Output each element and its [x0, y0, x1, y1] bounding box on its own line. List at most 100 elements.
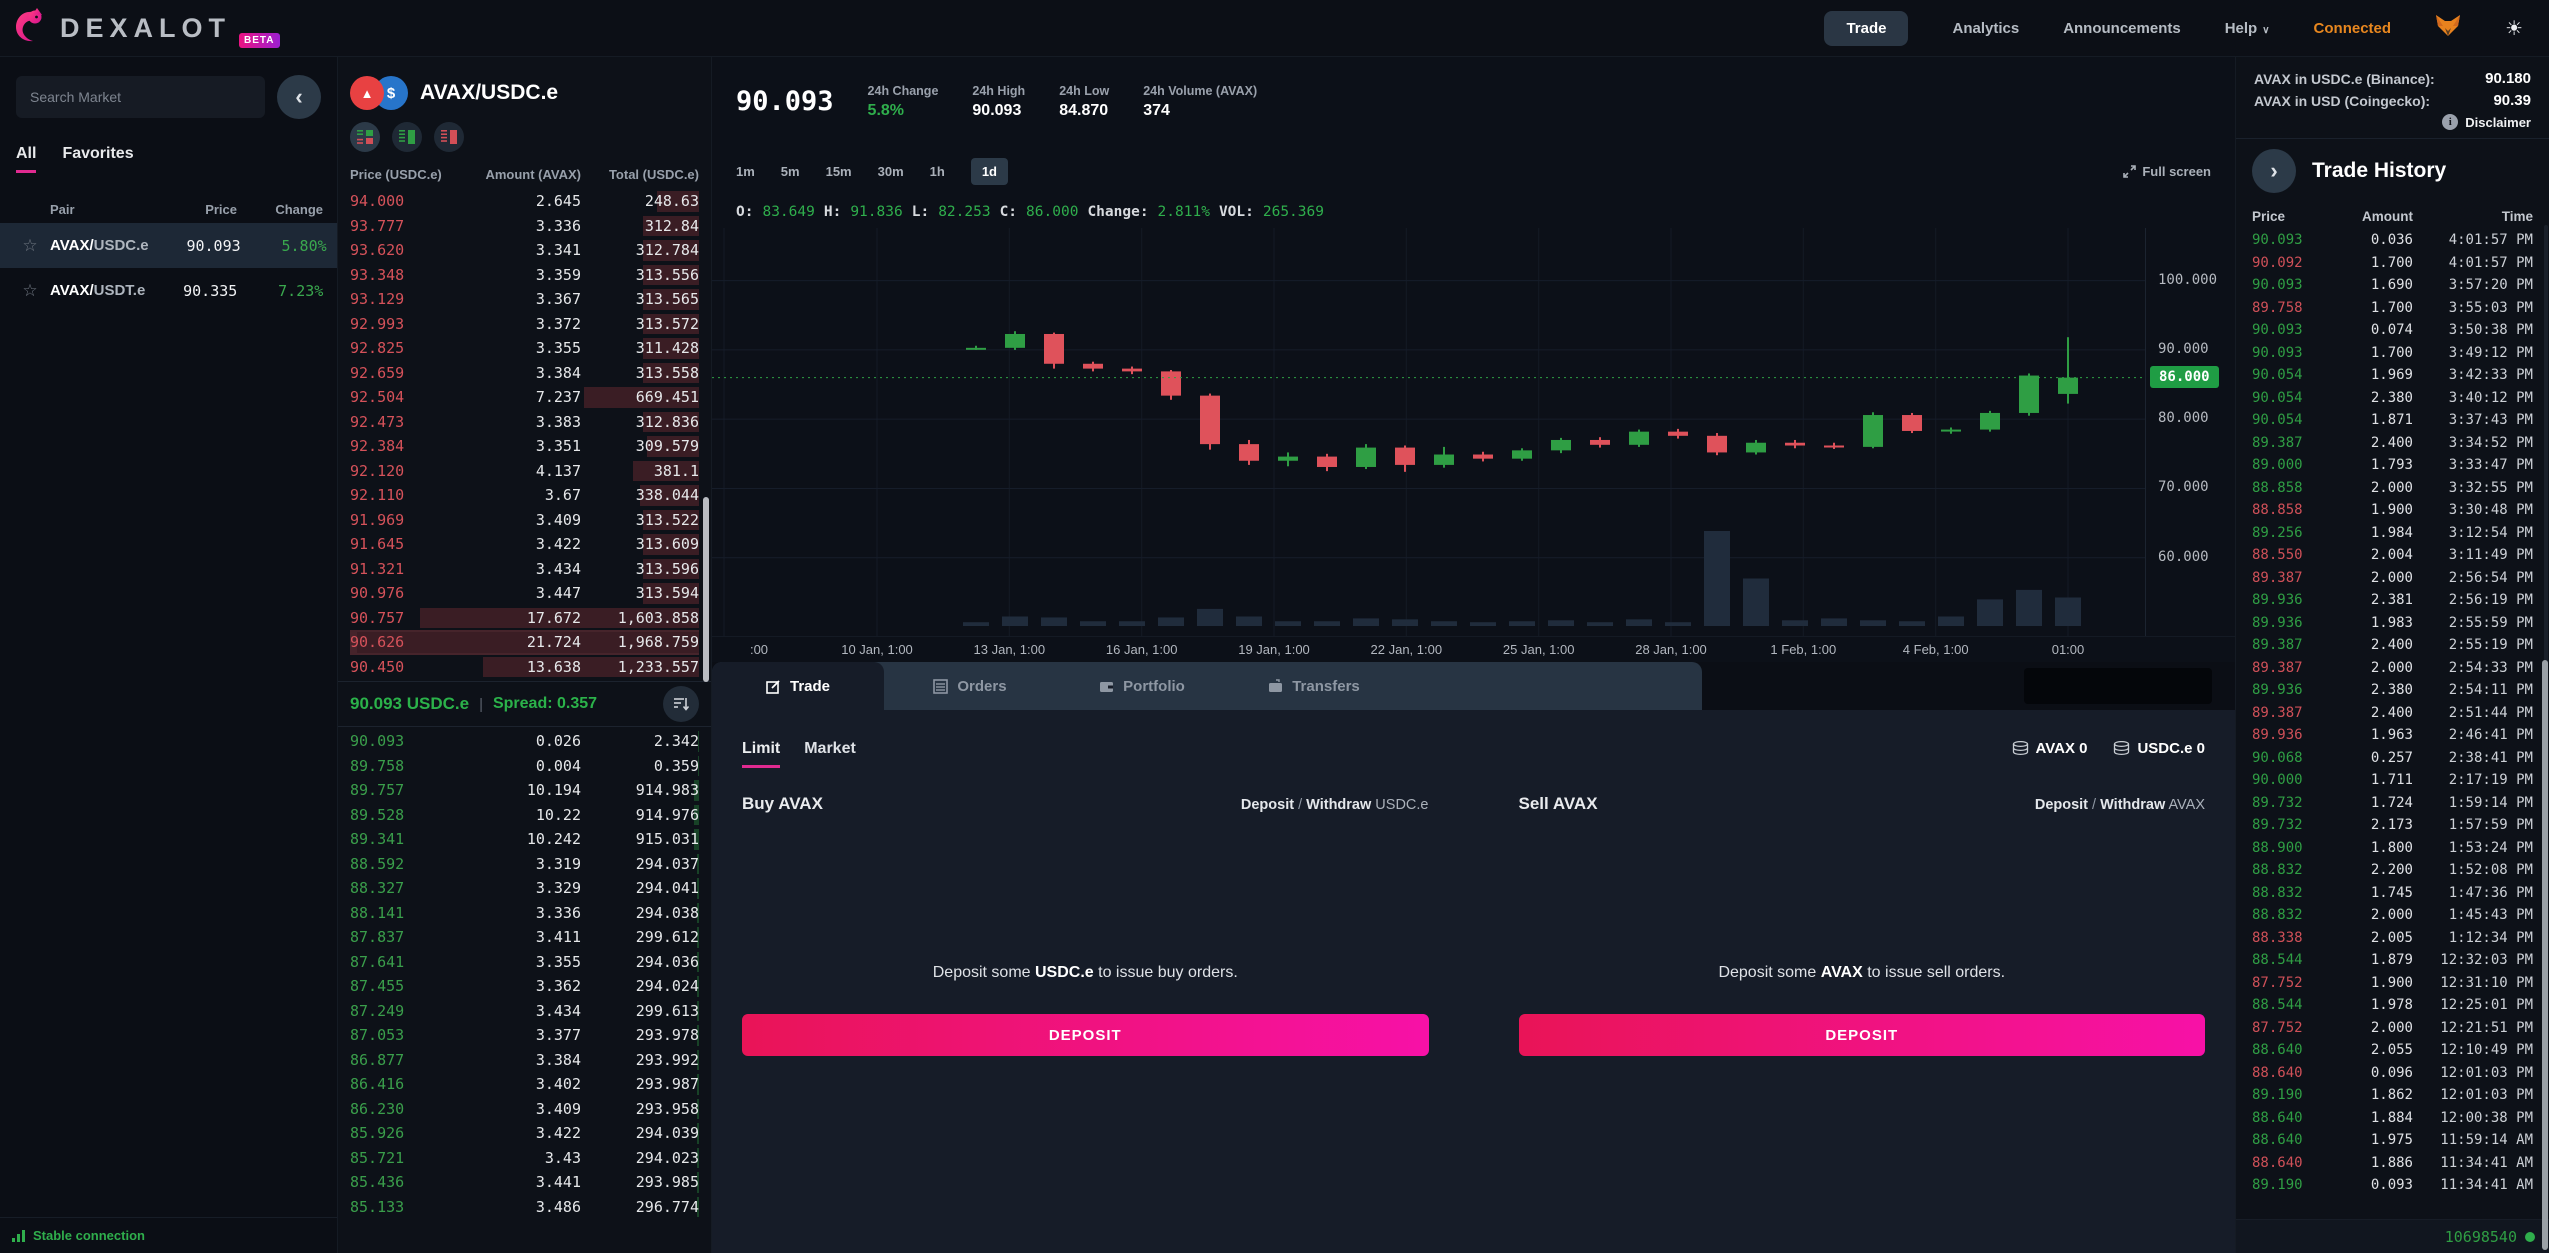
ask-row[interactable]: 92.659 3.384 313.558 — [350, 361, 699, 386]
page-scrollbar-thumb[interactable] — [2542, 660, 2548, 1250]
search-market-input[interactable] — [16, 76, 265, 118]
theme-toggle-sun-icon[interactable]: ☀ — [2505, 17, 2523, 40]
nav-help[interactable]: Help ∨ — [2224, 19, 2270, 37]
ask-row[interactable]: 93.620 3.341 312.784 — [350, 238, 699, 263]
tab-trade[interactable]: Trade — [712, 662, 884, 710]
signal-bars-icon — [12, 1229, 25, 1242]
bid-row[interactable]: 87.455 3.362 294.024 — [350, 974, 699, 999]
ask-row[interactable]: 92.384 3.351 309.579 — [350, 434, 699, 459]
bid-row[interactable]: 85.721 3.43 294.023 — [350, 1146, 699, 1171]
depth-bar — [646, 436, 699, 457]
ask-row[interactable]: 90.626 21.724 1,968.759 — [350, 630, 699, 655]
price: 89.758 — [350, 756, 405, 775]
disclaimer-link[interactable]: i Disclaimer — [2254, 114, 2531, 130]
withdraw-link[interactable]: Withdraw — [2100, 797, 2166, 813]
bid-row[interactable]: 88.141 3.336 294.038 — [350, 901, 699, 926]
bid-row[interactable]: 88.327 3.329 294.041 — [350, 876, 699, 901]
ask-row[interactable]: 92.473 3.383 312.836 — [350, 410, 699, 435]
book-aggregation-button[interactable] — [663, 686, 699, 722]
bid-row[interactable]: 89.528 10.22 914.976 — [350, 803, 699, 828]
sidebar-collapse-button[interactable]: ‹ — [277, 75, 321, 119]
bid-row[interactable]: 89.757 10.194 914.983 — [350, 778, 699, 803]
amount: 3.367 — [535, 290, 581, 309]
timeframe-5m[interactable]: 5m — [780, 163, 800, 179]
bid-row[interactable]: 87.249 3.434 299.613 — [350, 999, 699, 1024]
ask-row[interactable]: 92.504 7.237 669.451 — [350, 385, 699, 410]
order-type-limit[interactable]: Limit — [742, 740, 781, 768]
bid-row[interactable]: 87.641 3.355 294.036 — [350, 950, 699, 975]
bid-row[interactable]: 86.230 3.409 293.958 — [350, 1097, 699, 1122]
timeframe-15m[interactable]: 15m — [825, 163, 852, 179]
bid-row[interactable]: 90.093 0.026 2.342 — [350, 729, 699, 754]
tab-favorites[interactable]: Favorites — [62, 145, 134, 162]
depth-bar — [697, 927, 699, 948]
tab-orders[interactable]: Orders — [884, 662, 1056, 710]
favorite-star-icon[interactable]: ☆ — [22, 280, 38, 300]
brand[interactable]: DEXALOT BETA — [12, 7, 280, 50]
bid-row[interactable]: 87.837 3.411 299.612 — [350, 925, 699, 950]
ask-row[interactable]: 93.129 3.367 313.565 — [350, 287, 699, 312]
history-row: 90.093 1.690 3:57:20 PM — [2252, 274, 2533, 297]
buy-deposit-button[interactable]: DEPOSIT — [742, 1014, 1429, 1056]
ask-row[interactable]: 90.976 3.447 313.594 — [350, 581, 699, 606]
ask-row[interactable]: 92.825 3.355 311.428 — [350, 336, 699, 361]
nav-trade[interactable]: Trade — [1824, 10, 1909, 46]
price: 93.129 — [350, 290, 405, 309]
book-view-bids-button[interactable] — [392, 122, 422, 152]
bid-row[interactable]: 88.592 3.319 294.037 — [350, 852, 699, 877]
ask-row[interactable]: 91.321 3.434 313.596 — [350, 557, 699, 582]
ask-row[interactable]: 93.348 3.359 313.556 — [350, 263, 699, 288]
timeframe-1h[interactable]: 1h — [929, 163, 945, 179]
bid-row[interactable]: 89.341 10.242 915.031 — [350, 827, 699, 852]
ask-row[interactable]: 90.757 17.672 1,603.858 — [350, 606, 699, 631]
bid-row[interactable]: 89.758 0.004 0.359 — [350, 754, 699, 779]
order-type-market[interactable]: Market — [804, 740, 856, 757]
bid-row[interactable]: 86.877 3.384 293.992 — [350, 1048, 699, 1073]
ask-row[interactable]: 94.000 2.645 248.63 — [350, 189, 699, 214]
favorite-star-icon[interactable]: ☆ — [22, 235, 38, 255]
price: 85.133 — [350, 1197, 405, 1216]
withdraw-link[interactable]: Withdraw — [1306, 797, 1372, 813]
bid-row[interactable]: 85.133 3.486 296.774 — [350, 1195, 699, 1220]
pair-row[interactable]: ☆ AVAX/USDT.e 90.335 7.23% — [0, 268, 337, 313]
ask-row[interactable]: 92.110 3.67 338.044 — [350, 483, 699, 508]
ask-row[interactable]: 92.120 4.137 381.1 — [350, 459, 699, 484]
timeframe-1d[interactable]: 1d — [970, 157, 1008, 185]
trade-time: 12:32:03 PM — [2440, 952, 2533, 969]
deposit-link[interactable]: Deposit — [2034, 797, 2089, 813]
binance-price-value: 90.180 — [2485, 70, 2531, 87]
nav-analytics[interactable]: Analytics — [1952, 19, 2020, 37]
history-collapse-button[interactable]: › — [2252, 149, 2296, 193]
trade-time: 2:54:11 PM — [2448, 682, 2533, 699]
wallet-status[interactable]: Connected — [2313, 19, 2392, 37]
ask-row[interactable]: 91.645 3.422 313.609 — [350, 532, 699, 557]
history-row: 88.858 2.000 3:32:55 PM — [2252, 477, 2533, 500]
timeframe-1m[interactable]: 1m — [736, 163, 755, 179]
bid-row[interactable]: 86.416 3.402 293.987 — [350, 1072, 699, 1097]
tab-transfers[interactable]: Transfers — [1228, 662, 1400, 710]
tab-portfolio[interactable]: Portfolio — [1056, 662, 1228, 710]
deposit-link[interactable]: Deposit — [1240, 797, 1295, 813]
book-view-both-button[interactable] — [350, 122, 380, 152]
history-row: 90.054 1.969 3:42:33 PM — [2252, 364, 2533, 387]
candlestick-chart[interactable]: 100.000 90.000 80.000 70.000 60.000 86.000 — [712, 228, 2235, 636]
total: 1,603.858 — [617, 608, 699, 627]
ask-row[interactable]: 90.450 13.638 1,233.557 — [350, 655, 699, 680]
trade-time: 12:31:10 PM — [2440, 974, 2533, 991]
ask-row[interactable]: 92.993 3.372 313.572 — [350, 312, 699, 337]
timeframe-30m[interactable]: 30m — [877, 163, 904, 179]
bid-row[interactable]: 85.436 3.441 293.985 — [350, 1170, 699, 1195]
book-view-asks-button[interactable] — [434, 122, 464, 152]
ask-row[interactable]: 93.777 3.336 312.84 — [350, 214, 699, 239]
bid-row[interactable]: 87.053 3.377 293.978 — [350, 1023, 699, 1048]
fullscreen-button[interactable]: Full screen — [2123, 164, 2211, 179]
bid-row[interactable]: 85.926 3.422 294.039 — [350, 1121, 699, 1146]
metamask-icon[interactable] — [2435, 14, 2461, 43]
sell-deposit-button[interactable]: DEPOSIT — [1518, 1014, 2205, 1056]
col-pair: Pair — [50, 201, 75, 217]
ask-row[interactable]: 91.969 3.409 313.522 — [350, 508, 699, 533]
nav-announcements[interactable]: Announcements — [2063, 19, 2181, 37]
orderbook-scrollbar-thumb[interactable] — [703, 497, 709, 682]
tab-all[interactable]: All — [16, 145, 37, 173]
pair-row[interactable]: ☆ AVAX/USDC.e 90.093 5.80% — [0, 223, 337, 268]
